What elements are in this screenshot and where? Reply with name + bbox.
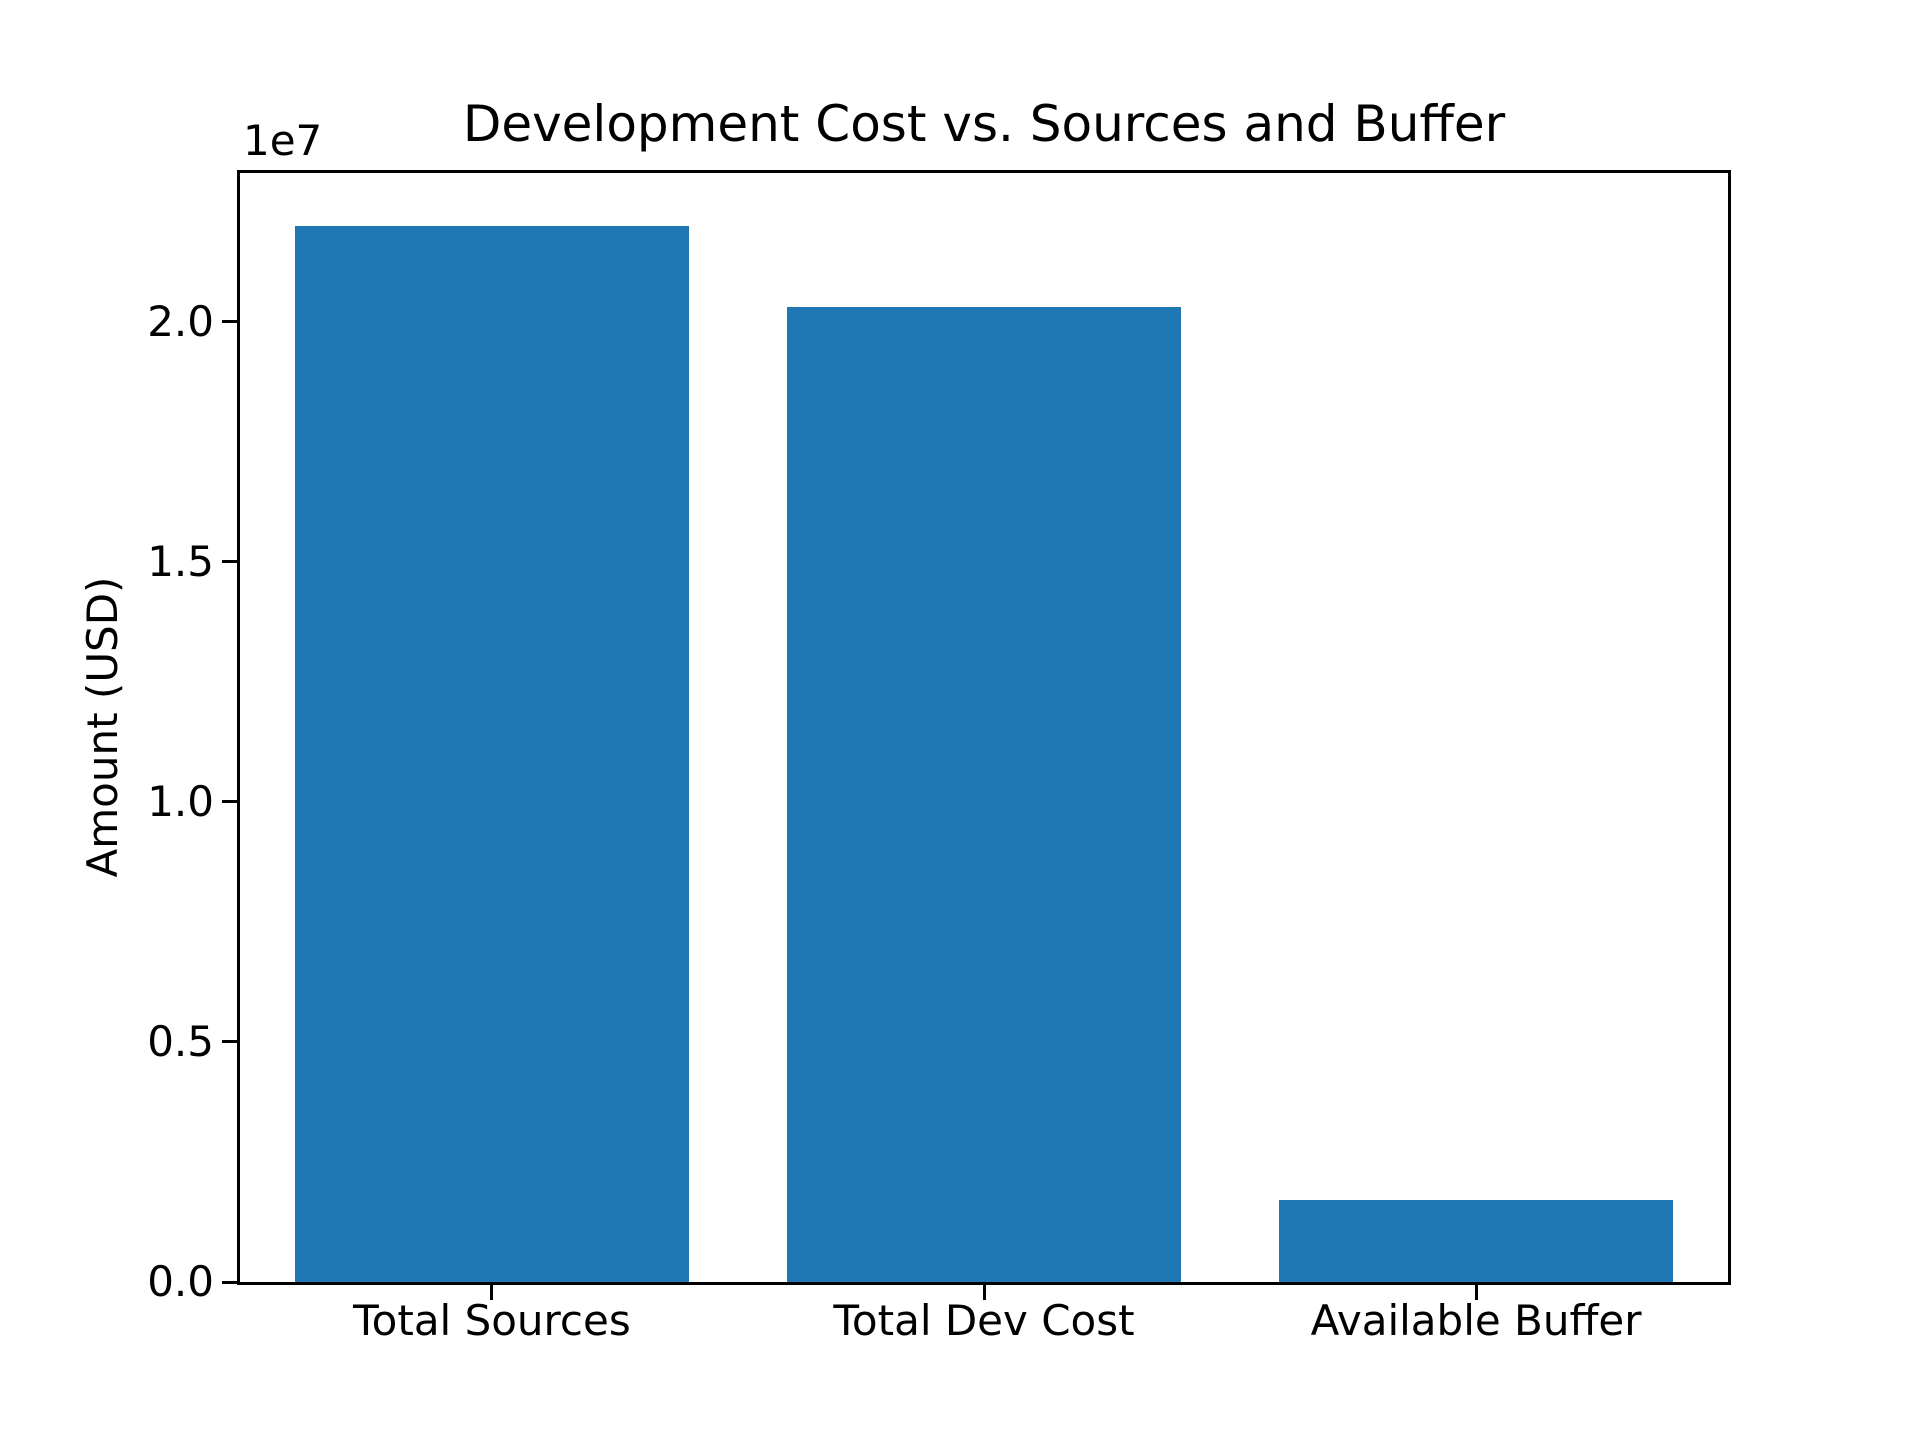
bar-total-sources bbox=[295, 225, 689, 1282]
y-tick-mark bbox=[222, 320, 237, 324]
y-tick-label: 0.5 bbox=[147, 1016, 214, 1066]
bar-available-buffer bbox=[1279, 1200, 1673, 1282]
y-tick-label: 2.0 bbox=[147, 296, 214, 346]
chart-title: Development Cost vs. Sources and Buffer bbox=[462, 95, 1506, 153]
y-tick-label: 0.0 bbox=[147, 1257, 214, 1306]
y-tick-mark bbox=[222, 1040, 237, 1044]
x-tick-label: Total Dev Cost bbox=[833, 1296, 1135, 1345]
y-axis-offset-text: 1e7 bbox=[243, 116, 323, 165]
y-tick-mark bbox=[222, 560, 237, 564]
y-tick-label: 1.0 bbox=[147, 776, 214, 826]
bar-total-dev-cost bbox=[787, 307, 1181, 1282]
x-tick-label: Available Buffer bbox=[1310, 1296, 1642, 1345]
x-tick-label: Total Sources bbox=[353, 1296, 631, 1345]
y-axis-label: Amount (USD) bbox=[78, 576, 127, 878]
y-tick-label: 1.5 bbox=[147, 536, 214, 586]
x-tick-mark bbox=[1474, 1285, 1478, 1300]
x-tick-mark bbox=[982, 1285, 986, 1300]
x-tick-mark bbox=[490, 1285, 494, 1300]
y-tick-mark bbox=[222, 1280, 237, 1284]
plot-area bbox=[237, 170, 1731, 1285]
y-tick-mark bbox=[222, 800, 237, 804]
